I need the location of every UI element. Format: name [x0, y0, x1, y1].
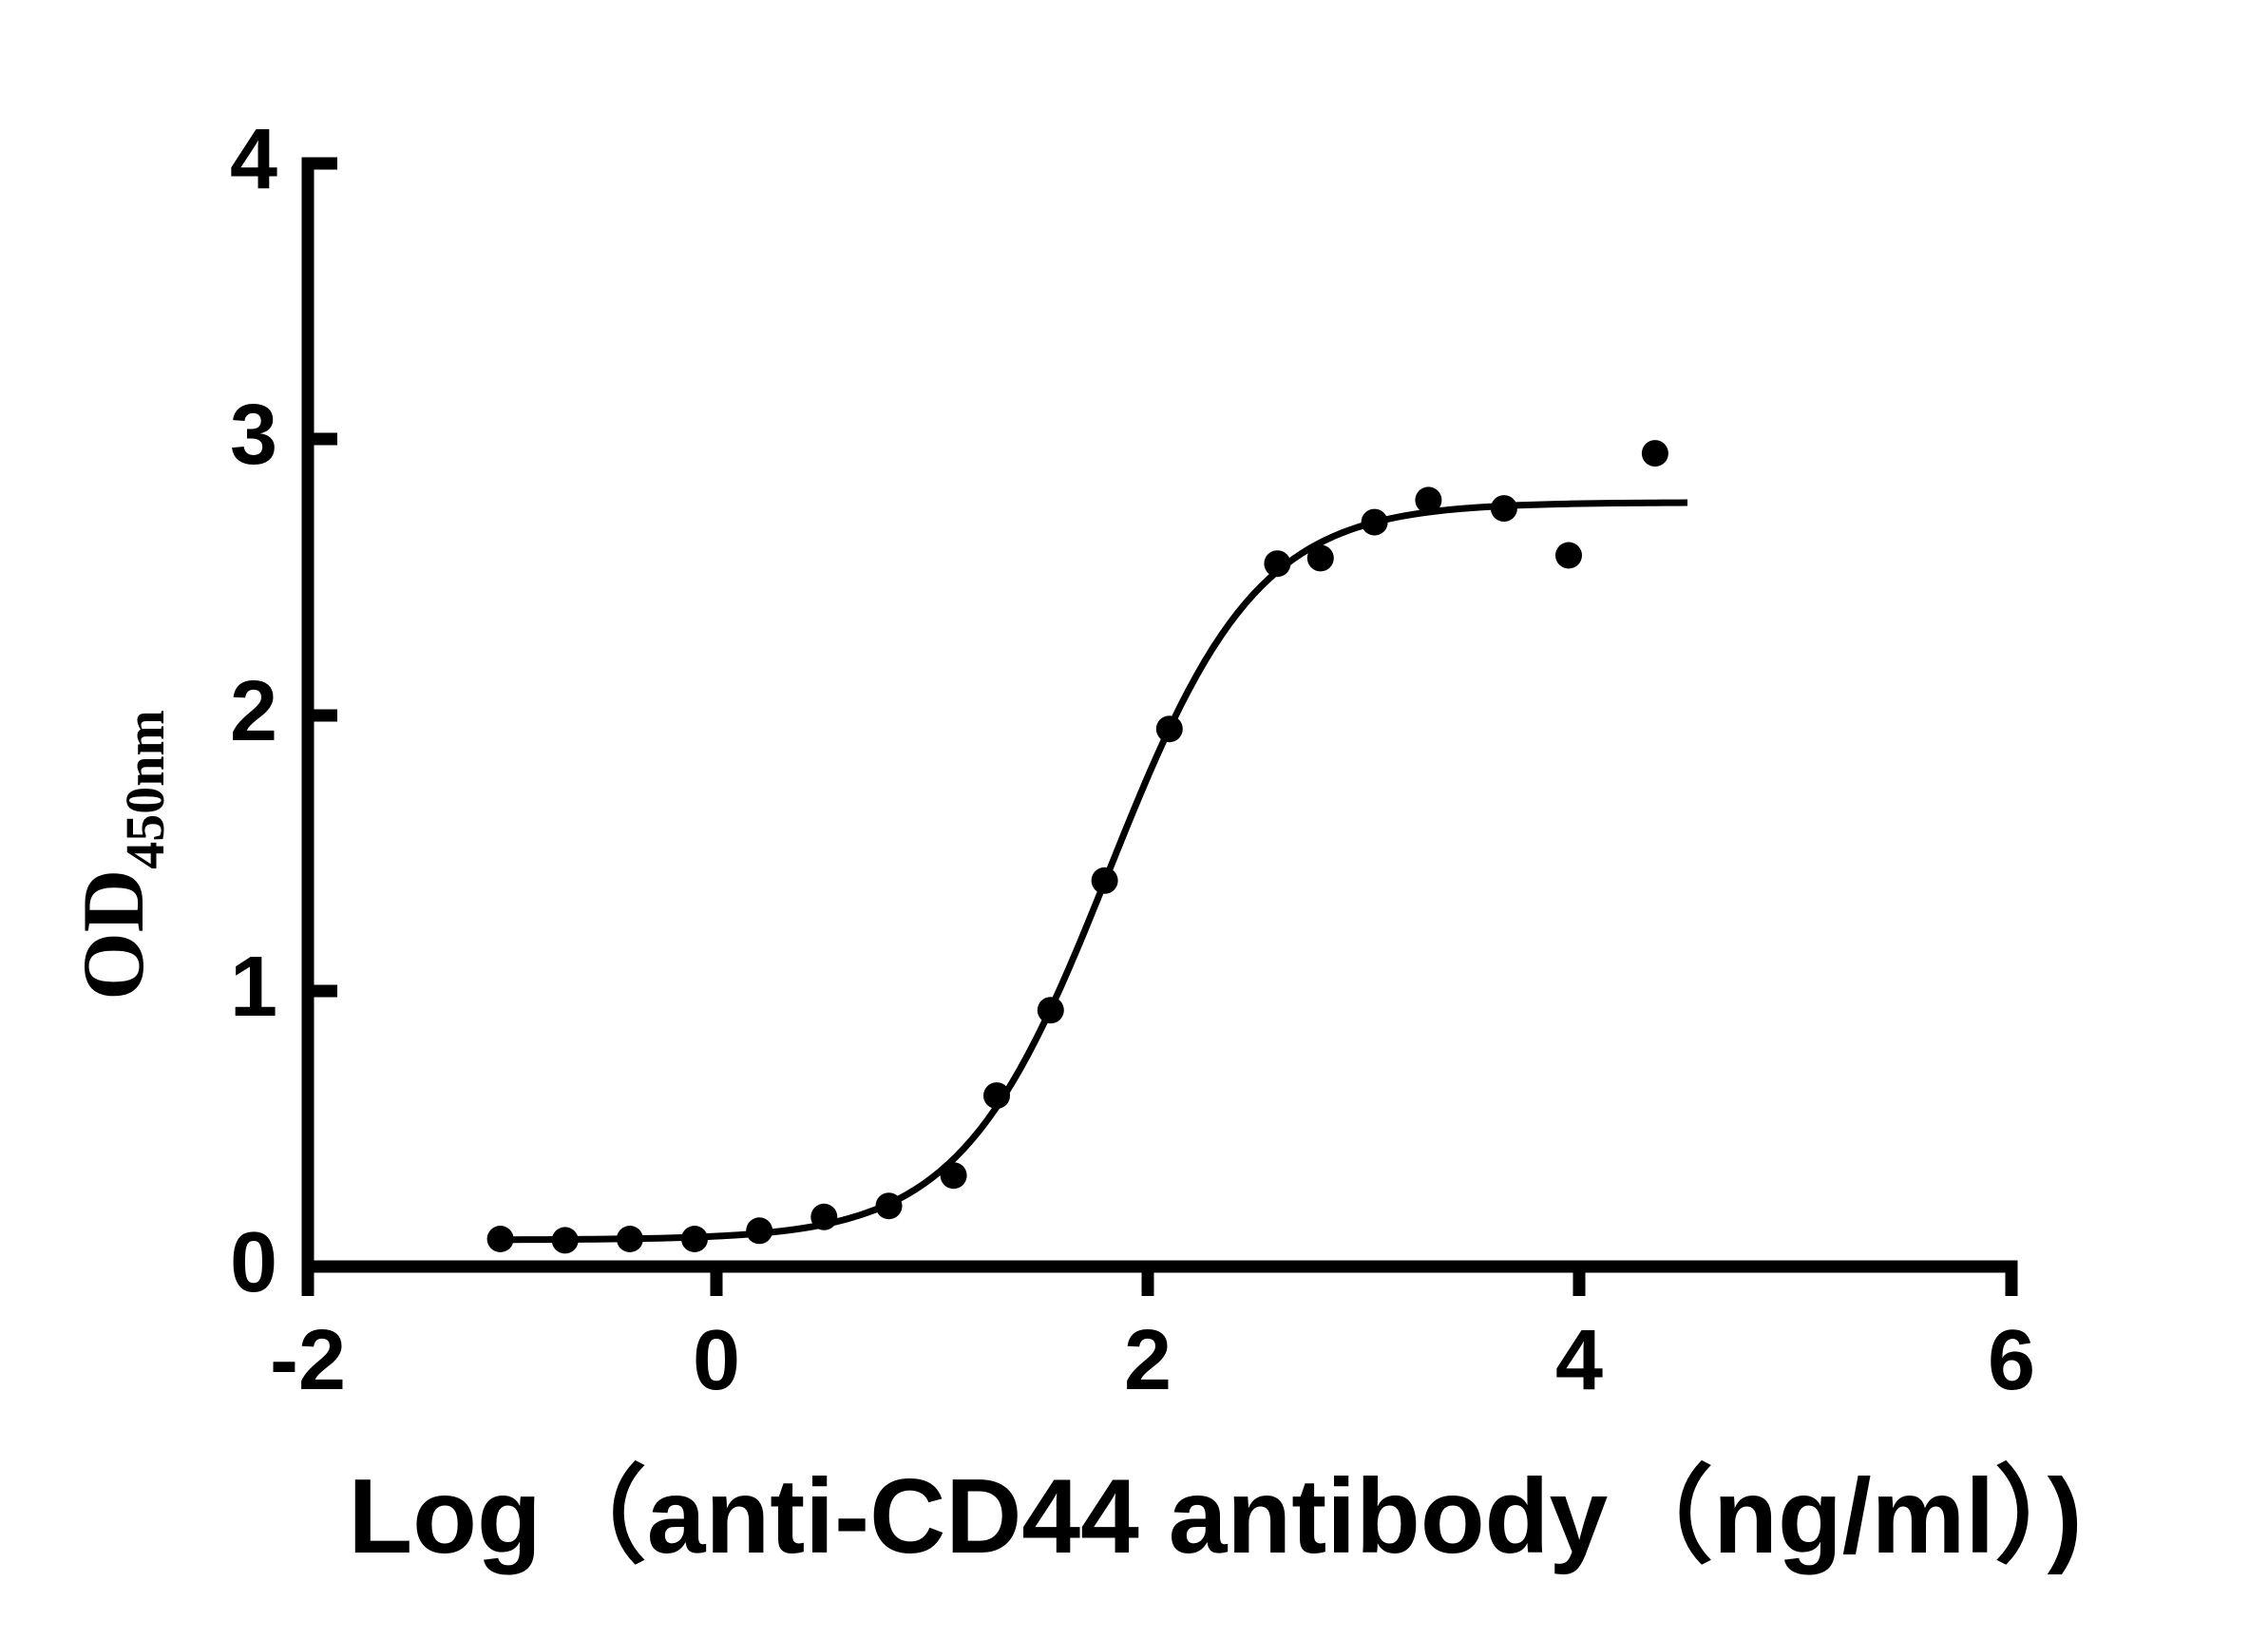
- svg-text:0: 0: [230, 1215, 277, 1310]
- svg-text:2: 2: [1124, 1313, 1172, 1408]
- svg-text:6: 6: [1988, 1313, 2035, 1408]
- svg-text:2: 2: [230, 664, 277, 759]
- svg-text:3: 3: [230, 388, 277, 483]
- svg-text:-2: -2: [270, 1313, 346, 1408]
- svg-text:4: 4: [230, 112, 277, 207]
- svg-text:0: 0: [693, 1313, 740, 1408]
- svg-text:1: 1: [230, 940, 277, 1035]
- svg-text:4: 4: [1555, 1313, 1603, 1408]
- svg-text:OD450nm: OD450nm: [65, 710, 176, 1001]
- svg-text:Log（anti-CD44 antibody（ng/ml）): Log（anti-CD44 antibody（ng/ml）): [348, 1458, 2082, 1575]
